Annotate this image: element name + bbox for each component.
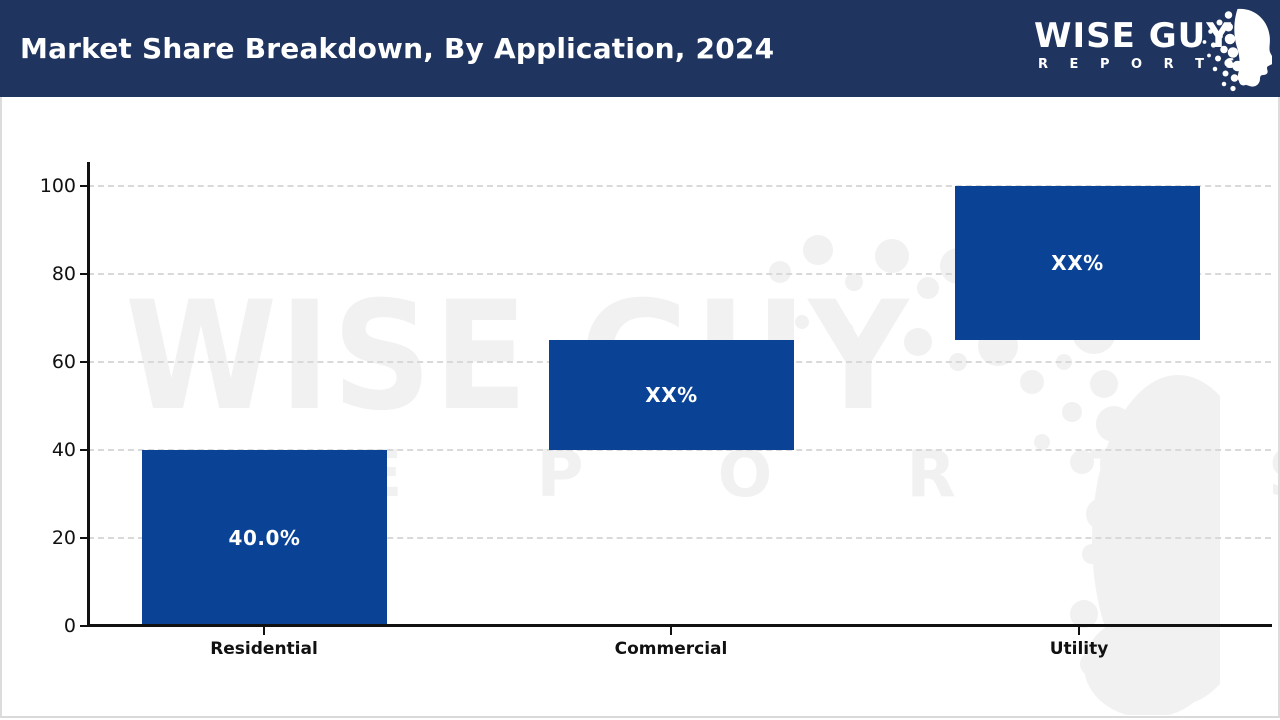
y-tickmark bbox=[80, 185, 88, 187]
x-axis-line bbox=[87, 624, 1272, 627]
y-tickmark bbox=[80, 625, 88, 627]
logo-subtitle: R E P O R T S bbox=[1038, 57, 1244, 72]
x-tickmark bbox=[670, 627, 672, 635]
y-tick-label-40: 40 bbox=[51, 439, 76, 461]
wise-guy-reports-logo: WISE GUY R E P O R T S bbox=[1022, 4, 1272, 94]
logo-wordmark: WISE GUY bbox=[1034, 16, 1232, 56]
x-tickmark bbox=[1078, 627, 1080, 635]
y-tickmark bbox=[80, 273, 88, 275]
bar-value-label: XX% bbox=[1051, 251, 1104, 275]
gridline-100 bbox=[88, 185, 1271, 187]
y-tickmark bbox=[80, 449, 88, 451]
page-title: Market Share Breakdown, By Application, … bbox=[20, 32, 775, 65]
gridline-20 bbox=[88, 537, 1271, 539]
header-bar: Market Share Breakdown, By Application, … bbox=[0, 0, 1280, 97]
bar-value-label: 40.0% bbox=[228, 526, 301, 550]
gridline-40 bbox=[88, 449, 1271, 451]
logo-face-icon bbox=[1202, 8, 1272, 92]
bar-residential: 40.0% bbox=[142, 450, 387, 626]
y-axis-line bbox=[87, 162, 90, 626]
y-tick-label-80: 80 bbox=[51, 263, 76, 285]
y-tick-label-100: 100 bbox=[39, 175, 76, 197]
y-tickmark bbox=[80, 537, 88, 539]
bar-value-label: XX% bbox=[645, 383, 698, 407]
watermark-dotted-face bbox=[769, 235, 1220, 715]
y-tick-label-20: 20 bbox=[51, 527, 76, 549]
x-label-residential: Residential bbox=[210, 639, 318, 659]
bar-commercial: XX% bbox=[549, 340, 794, 450]
x-label-utility: Utility bbox=[1049, 639, 1109, 659]
logo-text: WISE GUY R E P O R T S bbox=[1034, 16, 1244, 72]
x-label-commercial: Commercial bbox=[614, 639, 728, 659]
gridline-80 bbox=[88, 273, 1271, 275]
bar-utility: XX% bbox=[955, 186, 1200, 340]
x-tickmark bbox=[263, 627, 265, 635]
y-tick-label-0: 0 bbox=[63, 615, 76, 637]
y-tickmark bbox=[80, 361, 88, 363]
y-tick-label-60: 60 bbox=[51, 351, 76, 373]
